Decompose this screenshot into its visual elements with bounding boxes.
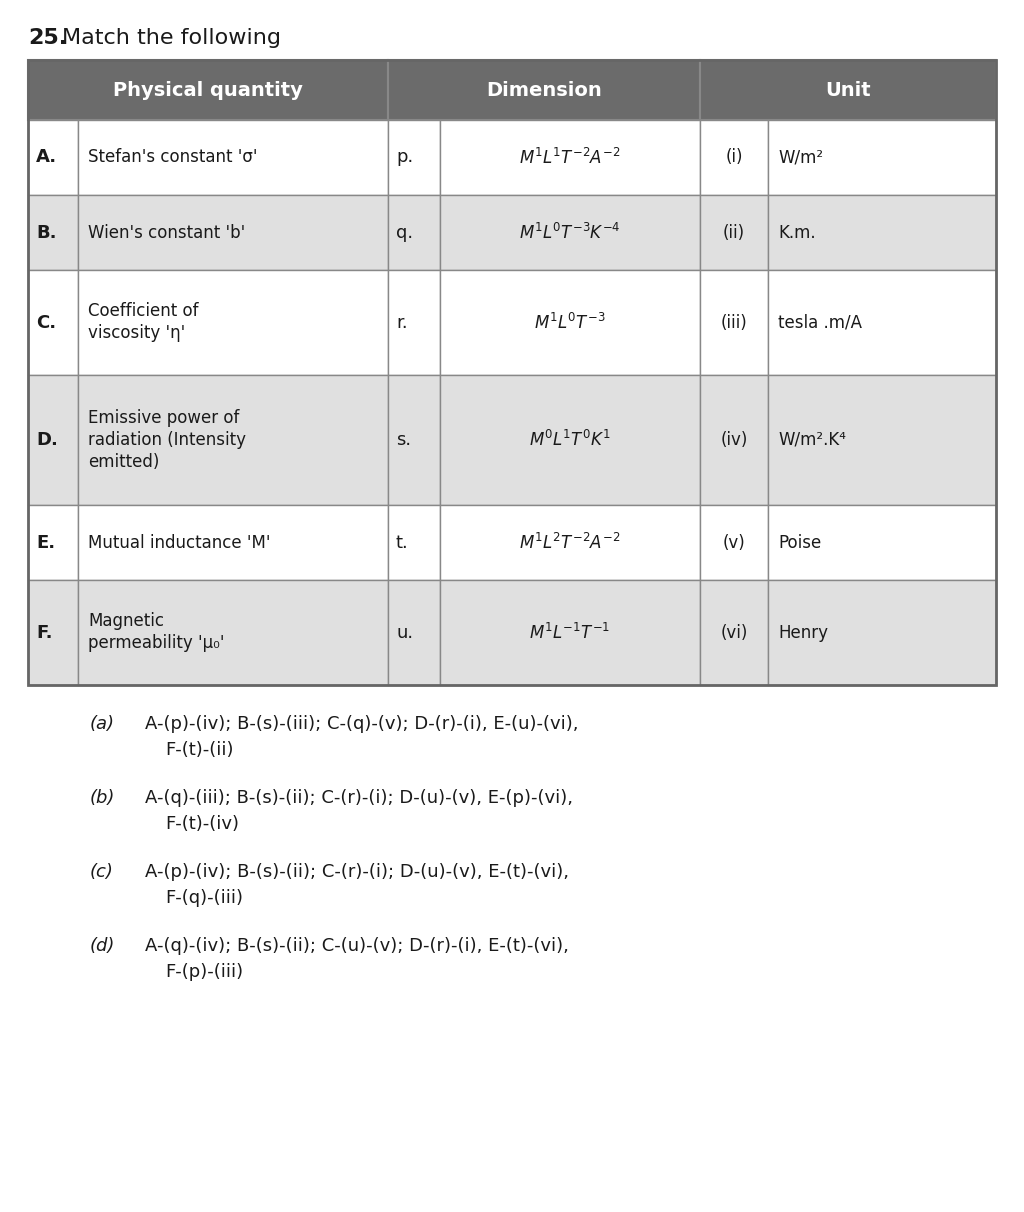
Bar: [28, 61, 388, 120]
Text: Emissive power of: Emissive power of: [88, 408, 240, 427]
Bar: [700, 375, 768, 505]
Bar: [78, 195, 388, 270]
Text: Poise: Poise: [778, 533, 821, 551]
Bar: [768, 195, 996, 270]
Text: (a): (a): [90, 715, 115, 733]
Text: A.: A.: [36, 149, 57, 166]
Text: emitted): emitted): [88, 453, 160, 471]
Bar: [78, 581, 388, 685]
Text: Wien's constant 'b': Wien's constant 'b': [88, 223, 246, 241]
Bar: [700, 120, 768, 195]
Bar: [768, 270, 996, 375]
Bar: [78, 375, 388, 505]
Text: F.: F.: [36, 623, 52, 641]
Bar: [700, 581, 768, 685]
Text: B.: B.: [36, 223, 56, 241]
Bar: [28, 375, 78, 505]
Text: K.m.: K.m.: [778, 223, 816, 241]
Text: (vi): (vi): [720, 623, 748, 641]
Text: A-(p)-(iv); B-(s)-(ii); C-(r)-(i); D-(u)-(v), E-(t)-(vi),: A-(p)-(iv); B-(s)-(ii); C-(r)-(i); D-(u)…: [145, 863, 569, 881]
Bar: [440, 120, 700, 195]
Text: W/m².K⁴: W/m².K⁴: [778, 431, 846, 448]
Bar: [768, 505, 996, 581]
Bar: [768, 120, 996, 195]
Text: permeability 'μ₀': permeability 'μ₀': [88, 635, 224, 652]
Text: F-(q)-(iii): F-(q)-(iii): [165, 888, 243, 907]
Text: Henry: Henry: [778, 623, 828, 641]
Bar: [388, 581, 440, 685]
Text: Match the following: Match the following: [62, 28, 281, 48]
Text: p.: p.: [396, 149, 414, 166]
Text: (c): (c): [90, 863, 114, 881]
Text: A-(q)-(iv); B-(s)-(ii); C-(u)-(v); D-(r)-(i), E-(t)-(vi),: A-(q)-(iv); B-(s)-(ii); C-(u)-(v); D-(r)…: [145, 937, 569, 955]
Text: Stefan's constant 'σ': Stefan's constant 'σ': [88, 149, 257, 166]
Text: (b): (b): [90, 789, 116, 807]
Bar: [78, 270, 388, 375]
Text: tesla .m/A: tesla .m/A: [778, 314, 862, 332]
Text: Physical quantity: Physical quantity: [113, 80, 303, 99]
Text: Unit: Unit: [825, 80, 870, 99]
Bar: [28, 505, 78, 581]
Bar: [388, 505, 440, 581]
Text: $M^1L^2T^{-2}A^{-2}$: $M^1L^2T^{-2}A^{-2}$: [519, 532, 621, 553]
Bar: [78, 120, 388, 195]
Text: r.: r.: [396, 314, 408, 332]
Bar: [388, 61, 700, 120]
Text: s.: s.: [396, 431, 411, 448]
Text: W/m²: W/m²: [778, 149, 823, 166]
Bar: [768, 581, 996, 685]
Text: q.: q.: [396, 223, 413, 241]
Text: F-(p)-(iii): F-(p)-(iii): [165, 964, 243, 981]
Text: (iii): (iii): [721, 314, 748, 332]
Text: Coefficient of: Coefficient of: [88, 303, 199, 320]
Text: Mutual inductance 'M': Mutual inductance 'M': [88, 533, 270, 551]
Bar: [768, 375, 996, 505]
Text: D.: D.: [36, 431, 58, 448]
Text: t.: t.: [396, 533, 409, 551]
Bar: [388, 195, 440, 270]
Bar: [28, 120, 78, 195]
Text: u.: u.: [396, 623, 413, 641]
Bar: [78, 505, 388, 581]
Bar: [700, 61, 996, 120]
Text: $M^1L^0T^{-3}$: $M^1L^0T^{-3}$: [535, 313, 606, 332]
Text: F-(t)-(iv): F-(t)-(iv): [165, 814, 239, 833]
Bar: [28, 270, 78, 375]
Bar: [440, 375, 700, 505]
Bar: [388, 270, 440, 375]
Bar: [388, 120, 440, 195]
Text: (ii): (ii): [723, 223, 745, 241]
Bar: [700, 505, 768, 581]
Text: 25.: 25.: [28, 28, 68, 48]
Bar: [440, 270, 700, 375]
Text: E.: E.: [36, 533, 55, 551]
Text: A-(q)-(iii); B-(s)-(ii); C-(r)-(i); D-(u)-(v), E-(p)-(vi),: A-(q)-(iii); B-(s)-(ii); C-(r)-(i); D-(u…: [145, 789, 573, 807]
Text: F-(t)-(ii): F-(t)-(ii): [165, 741, 233, 759]
Bar: [700, 270, 768, 375]
Bar: [28, 581, 78, 685]
Bar: [28, 61, 996, 685]
Text: C.: C.: [36, 314, 56, 332]
Bar: [388, 375, 440, 505]
Text: radiation (Intensity: radiation (Intensity: [88, 431, 246, 448]
Text: (i): (i): [725, 149, 742, 166]
Text: $M^1L^{-1}T^{-1}$: $M^1L^{-1}T^{-1}$: [529, 623, 610, 642]
Text: $M^0L^1T^0K^1$: $M^0L^1T^0K^1$: [529, 430, 611, 450]
Text: viscosity 'η': viscosity 'η': [88, 325, 185, 343]
Text: $M^1L^0T^{-3}K^{-4}$: $M^1L^0T^{-3}K^{-4}$: [519, 223, 621, 242]
Bar: [440, 195, 700, 270]
Bar: [440, 505, 700, 581]
Text: (v): (v): [723, 533, 745, 551]
Text: Magnetic: Magnetic: [88, 612, 164, 630]
Bar: [700, 195, 768, 270]
Bar: [440, 581, 700, 685]
Text: (iv): (iv): [720, 431, 748, 448]
Text: (d): (d): [90, 937, 116, 955]
Text: A-(p)-(iv); B-(s)-(iii); C-(q)-(v); D-(r)-(i), E-(u)-(vi),: A-(p)-(iv); B-(s)-(iii); C-(q)-(v); D-(r…: [145, 715, 579, 733]
Text: $M^1L^1T^{-2}A^{-2}$: $M^1L^1T^{-2}A^{-2}$: [519, 148, 621, 167]
Text: Dimension: Dimension: [486, 80, 602, 99]
Bar: [28, 195, 78, 270]
